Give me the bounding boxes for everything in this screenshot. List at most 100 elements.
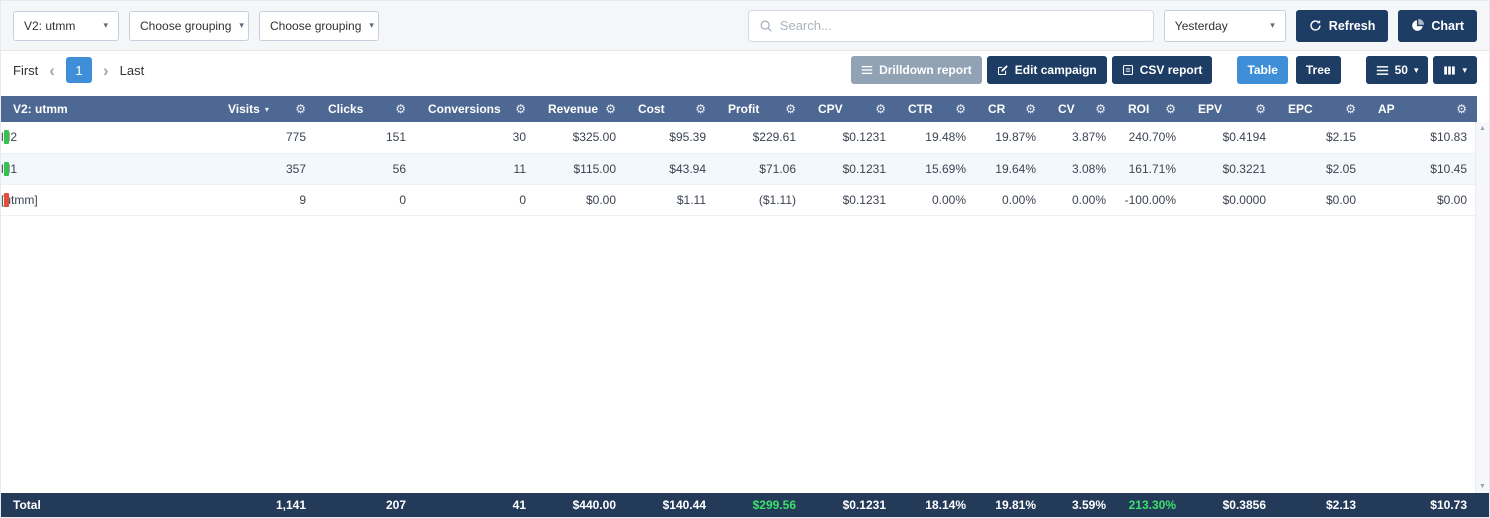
column-header-ctr[interactable]: CTR ⚙ (896, 96, 976, 122)
column-header-conversions[interactable]: Conversions ⚙ (416, 96, 536, 122)
column-settings-gear-icon[interactable]: ⚙ (1025, 102, 1036, 116)
table-row-ld2[interactable]: ld2 775 151 30 $325.00 $95.39 $229.61 $0.1231 19… (1, 122, 1477, 153)
chevron-down-icon: ▾ (239, 20, 244, 30)
chevron-right-icon[interactable]: › (102, 60, 109, 80)
campaign-select[interactable]: V2: utmm ▾ (13, 10, 119, 41)
cell-conversions: 0 (519, 192, 526, 207)
column-header-visits[interactable]: Visits ▾ ⚙ (216, 96, 316, 122)
column-label: Clicks (328, 102, 364, 116)
scroll-down-icon[interactable]: ▼ (1479, 483, 1486, 490)
total-footer: Total 1,141 207 41 $440.00 $140.44 $299.56 $0.1… (1, 493, 1489, 517)
edit-campaign-label: Edit campaign (1014, 63, 1097, 77)
hamburger-icon (1376, 65, 1388, 75)
column-header-profit[interactable]: Profit ⚙ (716, 96, 806, 122)
table-header-row: V2: utmm Visits ▾ ⚙ Clicks ⚙ Conversions ⚙ Reven… (1, 96, 1477, 122)
column-settings-gear-icon[interactable]: ⚙ (395, 102, 406, 116)
column-settings-gear-icon[interactable]: ⚙ (1456, 102, 1467, 116)
column-settings-gear-icon[interactable]: ⚙ (605, 102, 616, 116)
column-header-clicks[interactable]: Clicks ⚙ (316, 96, 416, 122)
chevron-left-icon[interactable]: ‹ (49, 60, 55, 80)
column-header-roi[interactable]: ROI ⚙ (1116, 96, 1186, 122)
status-indicator-green (4, 130, 9, 145)
column-settings-gear-icon[interactable]: ⚙ (1345, 102, 1356, 116)
row-name: [utmm] (1, 192, 38, 207)
column-header-v2-utmm[interactable]: V2: utmm (1, 96, 216, 122)
chevron-down-icon: ▾ (369, 20, 374, 30)
drilldown-report-button[interactable]: Drilldown report (851, 56, 982, 84)
report-table: V2: utmm Visits ▾ ⚙ Clicks ⚙ Conversions ⚙ Reven… (1, 96, 1477, 216)
chevron-down-icon: ▾ (1270, 20, 1275, 30)
column-header-cr[interactable]: CR ⚙ (976, 96, 1046, 122)
cell-revenue: $115.00 (573, 161, 617, 176)
column-settings-gear-icon[interactable]: ⚙ (875, 102, 886, 116)
grouping-select-2[interactable]: Choose grouping ▾ (259, 10, 379, 41)
column-settings-gear-icon[interactable]: ⚙ (1255, 102, 1266, 116)
cell-ap: $10.45 (1430, 161, 1467, 176)
pagination-last[interactable]: Last (119, 62, 145, 78)
column-settings-gear-icon[interactable]: ⚙ (1165, 102, 1176, 116)
cell-epv: $0.4194 (1222, 130, 1266, 145)
column-label: CR (988, 102, 1006, 116)
search-icon (760, 20, 772, 32)
cell-ctr: 0.00% (931, 192, 966, 207)
chart-label: Chart (1431, 18, 1464, 33)
csv-file-icon (1122, 64, 1133, 76)
cell-name: [utmm] (1, 184, 216, 215)
total-table: Total 1,141 207 41 $440.00 $140.44 $299.56 $0.1… (1, 493, 1477, 517)
scroll-up-icon[interactable]: ▲ (1479, 125, 1486, 132)
column-header-cost[interactable]: Cost ⚙ (626, 96, 716, 122)
cell-roi: 240.70% (1128, 130, 1176, 145)
page-size-dropdown[interactable]: 50 ▾ (1365, 56, 1429, 84)
pagination-first[interactable]: First (13, 62, 39, 78)
column-label: ROI (1128, 102, 1150, 116)
chevron-down-icon: ▾ (1413, 64, 1419, 75)
pagination-page-1[interactable]: 1 (65, 57, 92, 83)
column-header-epv[interactable]: EPV ⚙ (1186, 96, 1276, 122)
total-label: Total (13, 498, 41, 512)
cell-epc: $0.00 (1325, 192, 1356, 207)
column-settings-gear-icon[interactable]: ⚙ (785, 102, 796, 116)
view-tree-button[interactable]: Tree (1295, 56, 1341, 84)
date-range-select[interactable]: Yesterday ▾ (1163, 9, 1286, 42)
column-settings-gear-icon[interactable]: ⚙ (955, 102, 966, 116)
column-header-cpv[interactable]: CPV ⚙ (806, 96, 896, 122)
table-row-ld1[interactable]: ld1 357 56 11 $115.00 $43.94 $71.06 $0.1231 15.6… (1, 153, 1477, 184)
table-row-utmm[interactable]: [utmm] 9 0 0 $0.00 $1.11 ($1.11) $0.1231 0.00% 0.… (1, 184, 1477, 215)
column-label: Cost (638, 102, 665, 116)
column-settings-gear-icon[interactable]: ⚙ (695, 102, 706, 116)
cell-epv: $0.3221 (1222, 161, 1266, 176)
table-empty-space (1, 216, 1489, 494)
vertical-scrollbar[interactable]: ▲ ▼ (1475, 122, 1489, 493)
cell-name: ld2 (1, 122, 216, 153)
grouping-select-1[interactable]: Choose grouping ▾ (129, 10, 249, 41)
column-settings-gear-icon[interactable]: ⚙ (295, 102, 306, 116)
edit-campaign-button[interactable]: Edit campaign (986, 56, 1107, 84)
cell-epv: $0.0000 (1222, 192, 1266, 207)
search-box (747, 9, 1154, 42)
cell-profit: $71.06 (759, 161, 796, 176)
cell-ctr: 15.69% (925, 161, 966, 176)
refresh-button[interactable]: Refresh (1295, 9, 1389, 42)
cell-ap: $10.83 (1430, 130, 1467, 145)
columns-dropdown[interactable]: ▾ (1433, 56, 1477, 84)
column-header-ap[interactable]: AP ⚙ (1366, 96, 1477, 122)
refresh-icon (1310, 19, 1321, 31)
total-profit: $299.56 (752, 498, 796, 512)
cell-cr: 19.64% (995, 161, 1036, 176)
chevron-down-icon: ▾ (103, 20, 108, 30)
cell-conversions: 11 (513, 161, 526, 176)
column-label: Revenue (548, 102, 599, 116)
cell-cost: $43.94 (669, 161, 706, 176)
view-table-button[interactable]: Table (1237, 56, 1288, 84)
csv-report-button[interactable]: CSV report (1111, 56, 1213, 84)
search-input[interactable] (779, 18, 1143, 33)
cell-conversions: 30 (512, 130, 526, 145)
column-header-epc[interactable]: EPC ⚙ (1276, 96, 1366, 122)
column-settings-gear-icon[interactable]: ⚙ (1095, 102, 1106, 116)
chart-button[interactable]: Chart (1398, 9, 1477, 42)
column-header-revenue[interactable]: Revenue ⚙ (536, 96, 626, 122)
report-actions: Drilldown report Edit campaign CSV repor… (851, 56, 1477, 84)
column-header-cv[interactable]: CV ⚙ (1046, 96, 1116, 122)
cell-cv: 3.08% (1071, 161, 1106, 176)
column-settings-gear-icon[interactable]: ⚙ (515, 102, 526, 116)
